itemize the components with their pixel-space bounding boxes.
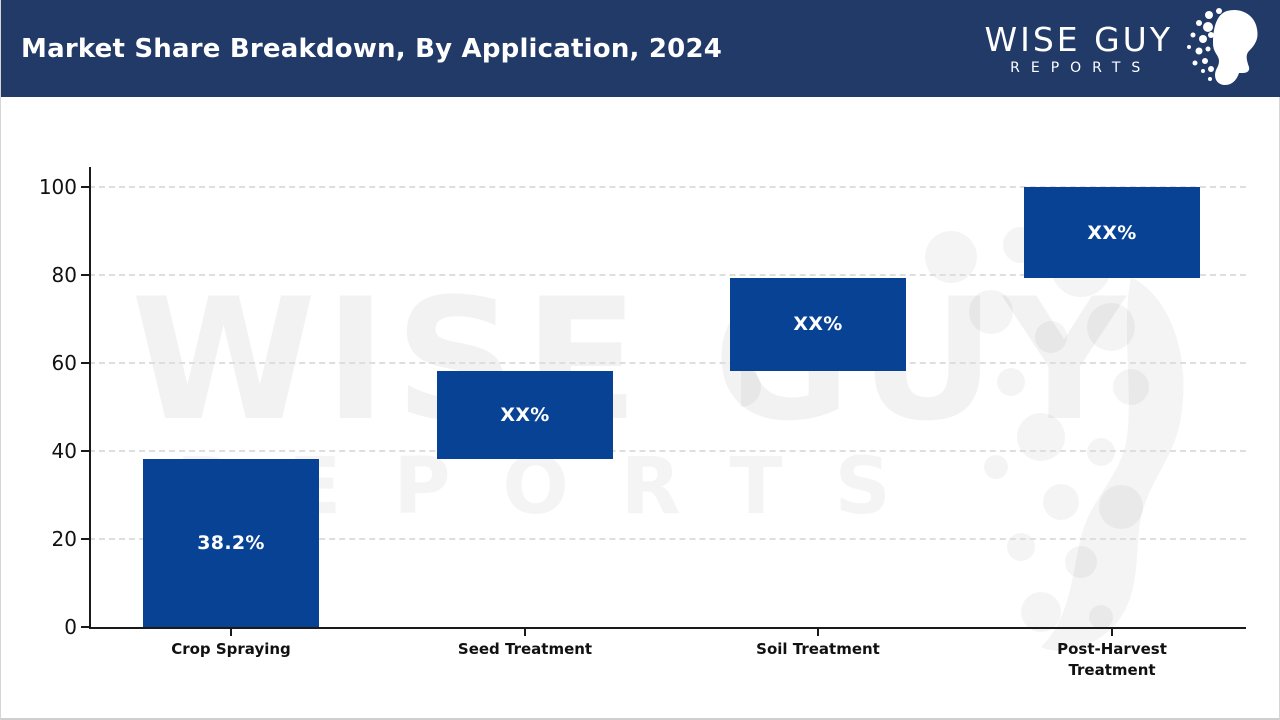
gridline [89,186,1246,188]
bar-crop-spraying: 38.2% [143,458,319,627]
y-axis-line [89,167,91,629]
y-tick-label: 60 [51,351,77,375]
watermark-wordmark: WISE GUY [131,262,1134,458]
bar-value-label: XX% [793,313,843,336]
bar-post-harvest-treatment: XX% [1024,187,1200,279]
x-tick-label: Soil Treatment [756,640,880,658]
y-tick-mark [81,274,89,276]
bar-value-label: XX% [1087,221,1137,244]
x-tick-mark [817,629,819,636]
bar-value-label: XX% [500,403,550,426]
wise-guy-logo: WISE GUY REPORTS [984,5,1261,93]
y-tick-label: 100 [38,175,77,199]
x-tick-label: Post-Harvest Treatment [1057,640,1167,679]
y-tick-mark [81,450,89,452]
logo-head-icon [1175,5,1261,93]
y-tick-mark [81,538,89,540]
header-bar: Market Share Breakdown, By Application, … [1,0,1280,97]
y-tick-label: 20 [51,527,77,551]
x-tick-mark [1111,629,1113,636]
bar-seed-treatment: XX% [437,370,613,459]
logo-subtitle: REPORTS [1010,59,1152,76]
x-axis-line [89,627,1246,629]
bar-soil-treatment: XX% [730,278,906,371]
y-tick-mark [81,626,89,628]
bar-value-label: 38.2% [197,531,265,554]
x-tick-mark [524,629,526,636]
gridline [89,362,1246,364]
gridline [89,274,1246,276]
y-tick-label: 40 [51,439,77,463]
x-tick-mark [230,629,232,636]
chart-title: Market Share Breakdown, By Application, … [21,33,723,64]
gridline [89,450,1246,452]
x-tick-label: Crop Spraying [171,640,291,658]
gridline [89,538,1246,540]
y-tick-label: 80 [51,263,77,287]
y-tick-label: 0 [64,615,77,639]
logo-text: WISE GUY REPORTS [984,23,1173,75]
x-tick-label: Seed Treatment [457,640,593,658]
y-tick-mark [81,186,89,188]
y-tick-mark [81,362,89,364]
logo-wordmark: WISE GUY [984,19,1173,59]
